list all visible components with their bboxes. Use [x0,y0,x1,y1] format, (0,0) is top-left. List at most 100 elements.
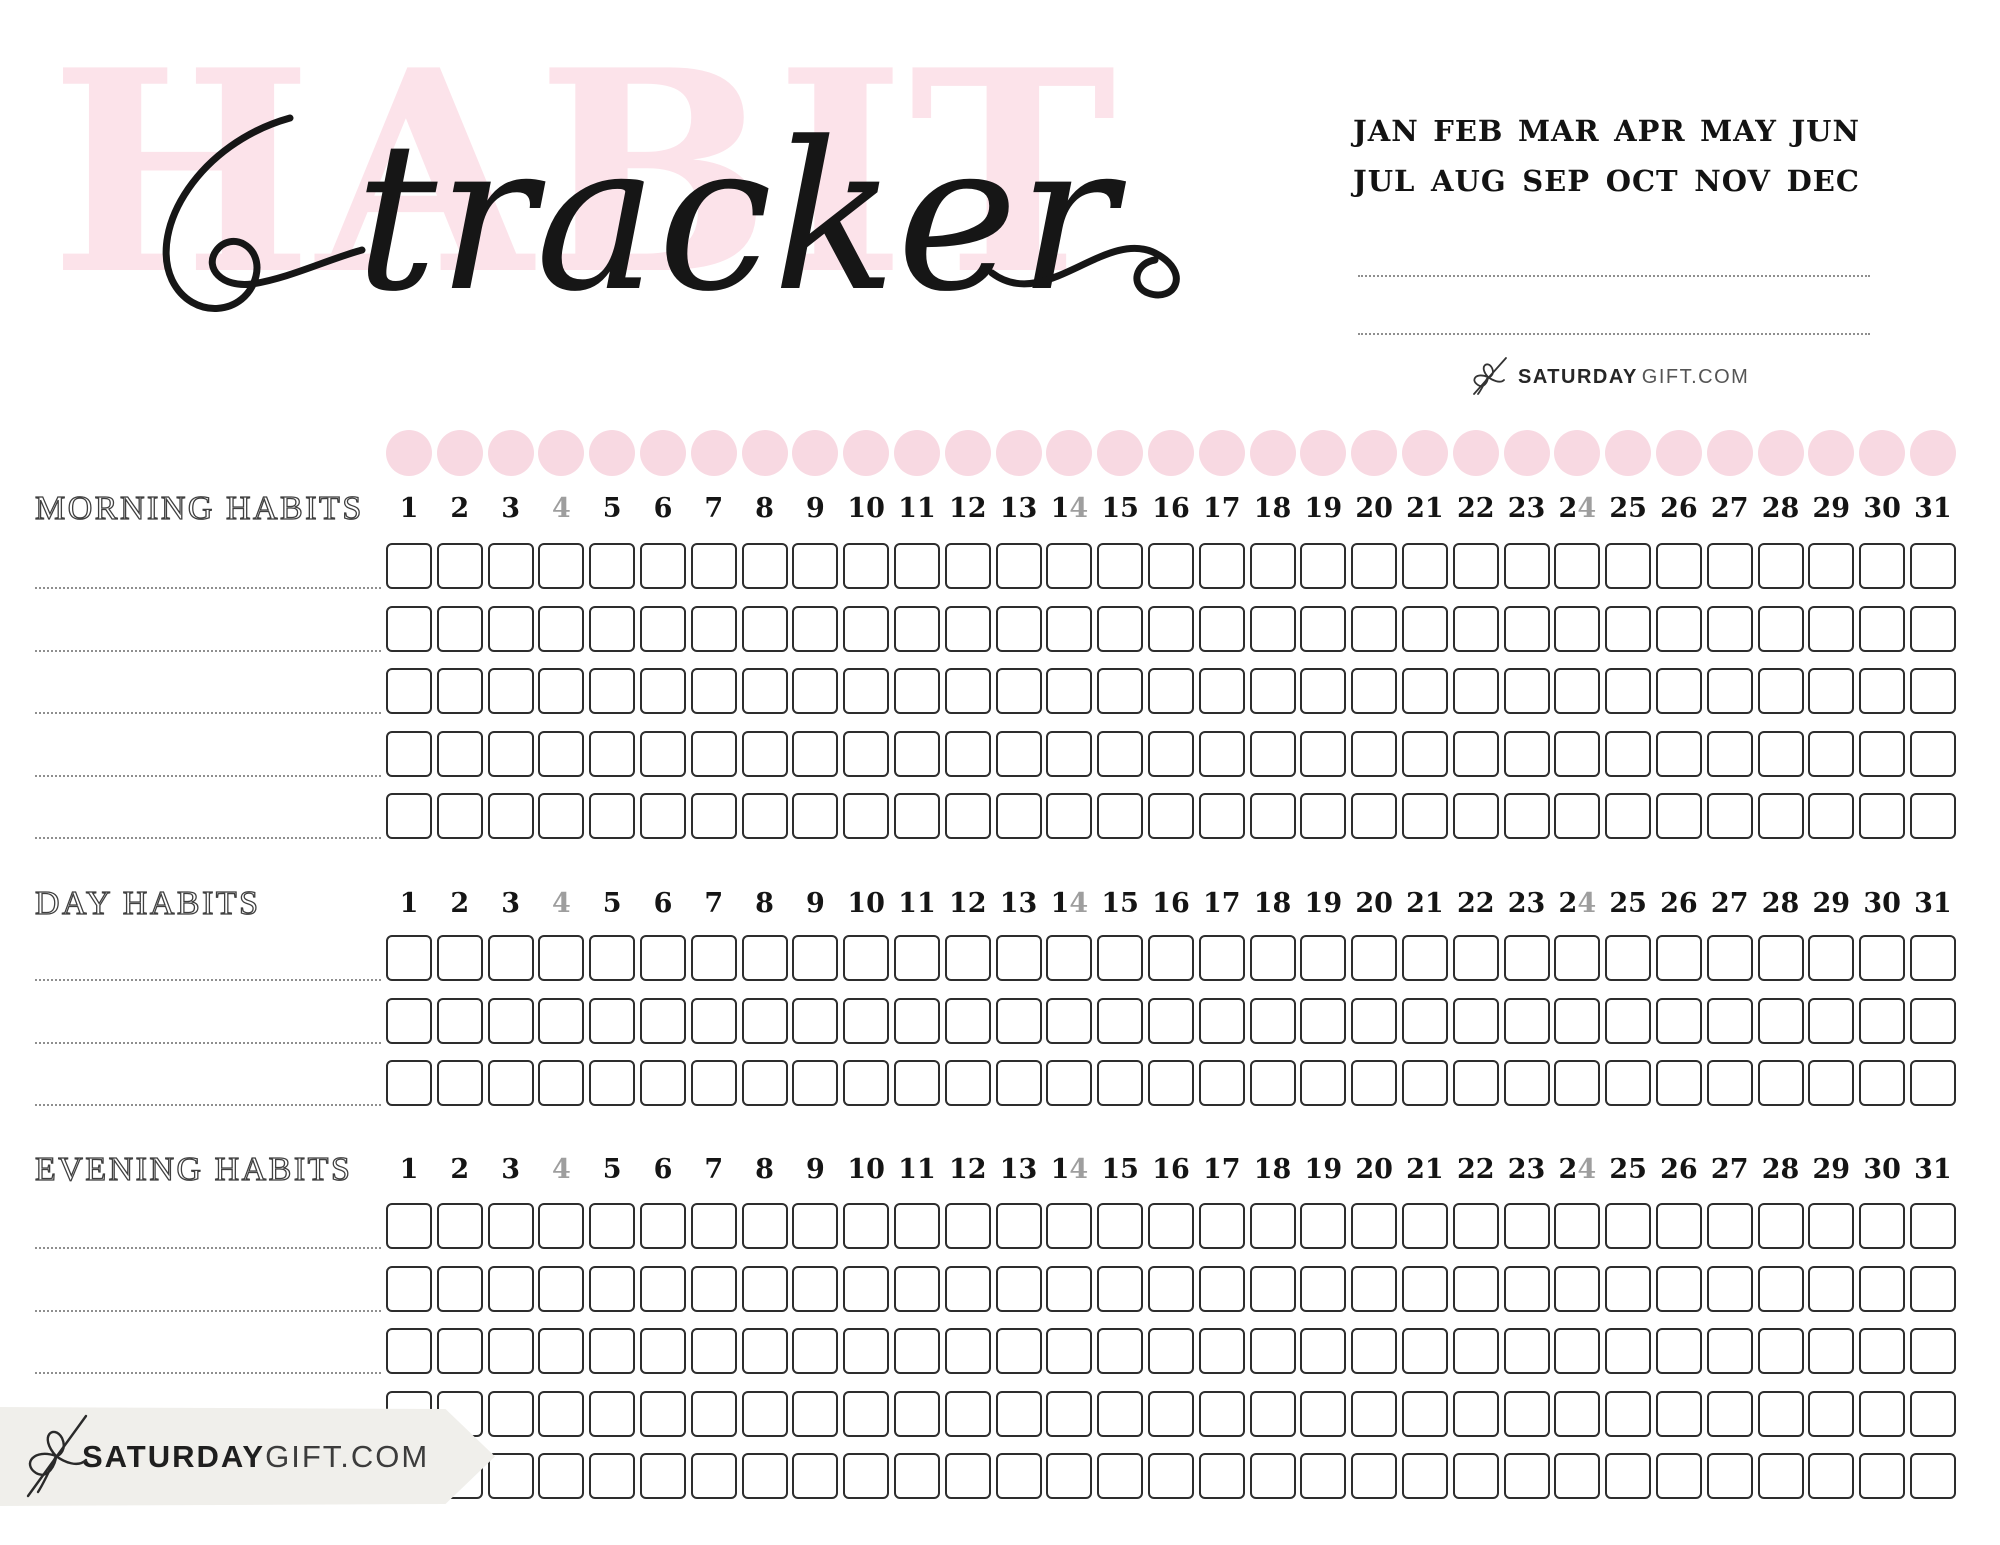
habit-checkbox[interactable] [1859,605,1906,652]
habit-checkbox[interactable] [1808,1328,1855,1374]
habit-checkbox[interactable] [1808,1453,1855,1499]
month-jul[interactable]: JUL [1353,164,1416,198]
habit-checkbox[interactable] [1706,1265,1753,1312]
habit-checkbox[interactable] [1554,997,1601,1044]
habit-checkbox[interactable] [690,668,737,714]
habit-checkbox[interactable] [639,1203,686,1249]
habit-checkbox[interactable] [995,1390,1042,1437]
habit-checkbox[interactable] [1605,1390,1652,1437]
habit-checkbox[interactable] [843,1203,890,1249]
habit-checkbox[interactable] [1909,668,1956,714]
habit-checkbox[interactable] [1757,543,1804,589]
habit-checkbox[interactable] [1097,730,1144,777]
habit-checkbox[interactable] [1909,935,1956,981]
habit-checkbox[interactable] [995,1453,1042,1499]
habit-checkbox[interactable] [1198,668,1245,714]
habit-checkbox[interactable] [1198,1060,1245,1106]
habit-checkbox[interactable] [1198,1390,1245,1437]
habit-checkbox[interactable] [690,543,737,589]
habit-checkbox[interactable] [1859,1265,1906,1312]
habit-name-line[interactable] [35,979,381,981]
habit-checkbox[interactable] [1605,997,1652,1044]
habit-checkbox[interactable] [1147,730,1194,777]
habit-checkbox[interactable] [538,1328,585,1374]
habit-checkbox[interactable] [1859,1060,1906,1106]
habit-checkbox[interactable] [995,997,1042,1044]
habit-checkbox[interactable] [1249,1328,1296,1374]
habit-checkbox[interactable] [843,1265,890,1312]
habit-checkbox[interactable] [1909,1060,1956,1106]
habit-checkbox[interactable] [1909,1390,1956,1437]
habit-checkbox[interactable] [1808,1203,1855,1249]
habit-checkbox[interactable] [1554,935,1601,981]
habit-checkbox[interactable] [944,935,991,981]
habit-checkbox[interactable] [1808,668,1855,714]
habit-checkbox[interactable] [1554,668,1601,714]
habit-checkbox[interactable] [893,1203,940,1249]
habit-checkbox[interactable] [1351,605,1398,652]
habit-checkbox[interactable] [1097,793,1144,839]
habit-checkbox[interactable] [639,997,686,1044]
habit-checkbox[interactable] [1706,605,1753,652]
habit-checkbox[interactable] [1147,1060,1194,1106]
habit-checkbox[interactable] [1401,997,1448,1044]
habit-checkbox[interactable] [1909,1203,1956,1249]
habit-checkbox[interactable] [995,668,1042,714]
habit-checkbox[interactable] [690,1203,737,1249]
habit-checkbox[interactable] [792,997,839,1044]
habit-checkbox[interactable] [1147,793,1194,839]
habit-checkbox[interactable] [1605,730,1652,777]
habit-checkbox[interactable] [1757,668,1804,714]
habit-checkbox[interactable] [1097,1453,1144,1499]
habit-checkbox[interactable] [1198,543,1245,589]
habit-checkbox[interactable] [487,935,534,981]
habit-name-line[interactable] [35,587,381,589]
habit-checkbox[interactable] [1503,605,1550,652]
habit-checkbox[interactable] [893,935,940,981]
habit-checkbox[interactable] [1554,1203,1601,1249]
habit-name-line[interactable] [35,837,381,839]
habit-checkbox[interactable] [1097,605,1144,652]
habit-checkbox[interactable] [893,1390,940,1437]
habit-checkbox[interactable] [1249,668,1296,714]
habit-checkbox[interactable] [1300,668,1347,714]
habit-checkbox[interactable] [1046,1060,1093,1106]
habit-checkbox[interactable] [1351,1060,1398,1106]
habit-checkbox[interactable] [1808,1390,1855,1437]
habit-checkbox[interactable] [741,668,788,714]
habit-checkbox[interactable] [1452,605,1499,652]
habit-checkbox[interactable] [1097,1390,1144,1437]
habit-checkbox[interactable] [792,668,839,714]
habit-checkbox[interactable] [639,668,686,714]
habit-checkbox[interactable] [1554,793,1601,839]
habit-checkbox[interactable] [843,997,890,1044]
habit-checkbox[interactable] [538,1060,585,1106]
habit-checkbox[interactable] [1554,1453,1601,1499]
habit-checkbox[interactable] [1605,1453,1652,1499]
habit-checkbox[interactable] [893,1265,940,1312]
habit-checkbox[interactable] [1503,543,1550,589]
habit-checkbox[interactable] [639,1265,686,1312]
habit-checkbox[interactable] [1605,1203,1652,1249]
habit-checkbox[interactable] [1401,1060,1448,1106]
habit-name-line[interactable] [35,649,381,652]
habit-checkbox[interactable] [944,997,991,1044]
habit-checkbox[interactable] [386,730,432,777]
habit-checkbox[interactable] [1808,543,1855,589]
habit-checkbox[interactable] [1147,1265,1194,1312]
habit-checkbox[interactable] [741,1060,788,1106]
habit-checkbox[interactable] [1655,1328,1702,1374]
habit-checkbox[interactable] [1097,935,1144,981]
habit-checkbox[interactable] [1401,1328,1448,1374]
habit-checkbox[interactable] [1655,730,1702,777]
habit-checkbox[interactable] [1097,1265,1144,1312]
habit-checkbox[interactable] [792,793,839,839]
habit-checkbox[interactable] [487,793,534,839]
habit-checkbox[interactable] [1249,935,1296,981]
habit-checkbox[interactable] [944,1265,991,1312]
habit-checkbox[interactable] [1097,1328,1144,1374]
write-in-line-2[interactable] [1358,333,1870,335]
habit-checkbox[interactable] [1808,730,1855,777]
habit-checkbox[interactable] [690,1328,737,1374]
habit-checkbox[interactable] [538,730,585,777]
